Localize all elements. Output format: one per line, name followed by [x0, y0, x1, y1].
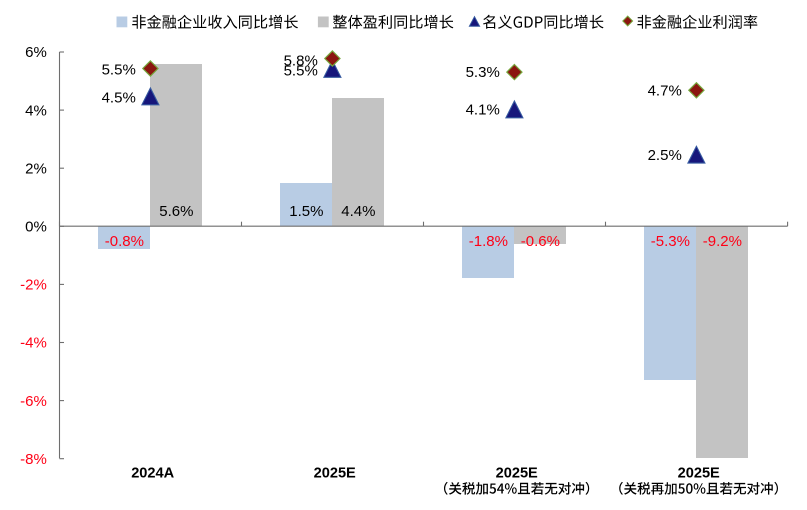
svg-text:6%: 6%: [25, 44, 47, 61]
svg-text:5.3%: 5.3%: [466, 64, 500, 81]
svg-text:5.5%: 5.5%: [102, 61, 136, 78]
svg-text:4.4%: 4.4%: [341, 203, 375, 220]
svg-text:2%: 2%: [25, 160, 47, 177]
svg-text:-1.8%: -1.8%: [469, 233, 508, 250]
svg-text:5.5%: 5.5%: [284, 62, 318, 79]
svg-text:-0.8%: -0.8%: [105, 233, 144, 250]
svg-text:2025E: 2025E: [496, 465, 538, 481]
svg-text:2025E: 2025E: [678, 465, 720, 481]
svg-text:-8%: -8%: [20, 451, 47, 468]
svg-text:-2%: -2%: [20, 277, 47, 294]
svg-text:4%: 4%: [25, 102, 47, 119]
svg-text:4.5%: 4.5%: [102, 90, 136, 107]
svg-text:2.5%: 2.5%: [648, 147, 682, 164]
svg-text:2025E: 2025E: [314, 465, 356, 481]
svg-text:5.6%: 5.6%: [159, 203, 193, 220]
svg-text:4.1%: 4.1%: [466, 101, 500, 118]
svg-text:-0.6%: -0.6%: [521, 233, 560, 250]
svg-text:1.5%: 1.5%: [289, 203, 323, 220]
svg-text:-6%: -6%: [20, 393, 47, 410]
svg-text:-4%: -4%: [20, 335, 47, 352]
svg-text:-9.2%: -9.2%: [703, 233, 742, 250]
svg-text:0%: 0%: [25, 219, 47, 236]
svg-text:-5.3%: -5.3%: [651, 233, 690, 250]
svg-text:2024A: 2024A: [131, 465, 174, 481]
svg-text:4.7%: 4.7%: [648, 82, 682, 99]
svg-text:5.8%: 5.8%: [284, 53, 318, 70]
